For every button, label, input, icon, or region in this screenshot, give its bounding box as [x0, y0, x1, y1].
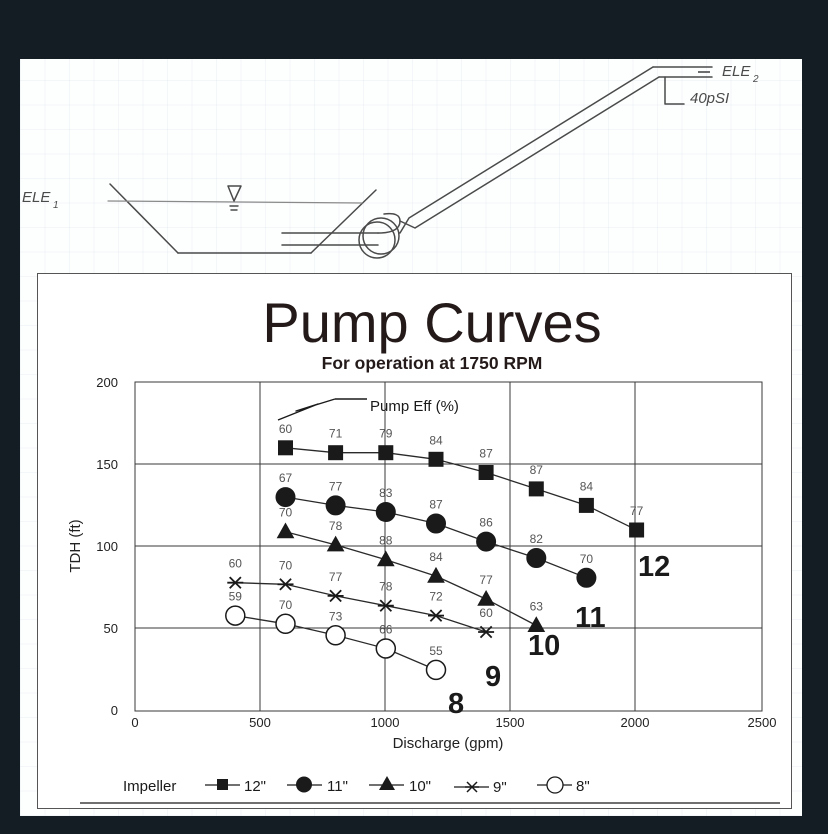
- svg-text:87: 87: [479, 447, 493, 461]
- svg-text:84: 84: [429, 550, 443, 564]
- svg-text:88: 88: [379, 534, 393, 548]
- svg-text:83: 83: [379, 486, 393, 500]
- svg-text:86: 86: [479, 516, 493, 530]
- svg-text:78: 78: [379, 580, 393, 594]
- svg-text:67: 67: [279, 471, 293, 485]
- svg-text:82: 82: [530, 532, 544, 546]
- svg-text:55: 55: [429, 644, 443, 658]
- svg-text:70: 70: [580, 552, 594, 566]
- svg-text:78: 78: [329, 519, 343, 533]
- svg-text:70: 70: [279, 598, 293, 612]
- svg-text:77: 77: [479, 573, 493, 587]
- svg-text:60: 60: [279, 422, 293, 436]
- svg-text:8: 8: [448, 688, 464, 720]
- svg-text:73: 73: [329, 609, 343, 623]
- svg-text:63: 63: [530, 600, 544, 614]
- svg-text:72: 72: [429, 590, 443, 604]
- svg-text:77: 77: [329, 570, 343, 584]
- svg-text:12: 12: [638, 551, 670, 583]
- svg-text:60: 60: [479, 606, 493, 620]
- svg-text:71: 71: [329, 427, 343, 441]
- svg-text:77: 77: [329, 479, 343, 493]
- svg-text:84: 84: [429, 433, 443, 447]
- svg-text:66: 66: [379, 623, 393, 637]
- svg-text:87: 87: [530, 463, 544, 477]
- svg-text:84: 84: [580, 479, 594, 493]
- svg-text:77: 77: [630, 504, 644, 518]
- svg-text:70: 70: [279, 558, 293, 572]
- svg-text:79: 79: [379, 427, 393, 441]
- svg-text:59: 59: [229, 590, 243, 604]
- svg-text:10: 10: [528, 630, 560, 662]
- svg-text:87: 87: [429, 498, 443, 512]
- svg-text:70: 70: [279, 506, 293, 520]
- svg-text:60: 60: [229, 557, 243, 571]
- svg-text:11: 11: [575, 602, 606, 634]
- svg-text:9: 9: [485, 661, 501, 693]
